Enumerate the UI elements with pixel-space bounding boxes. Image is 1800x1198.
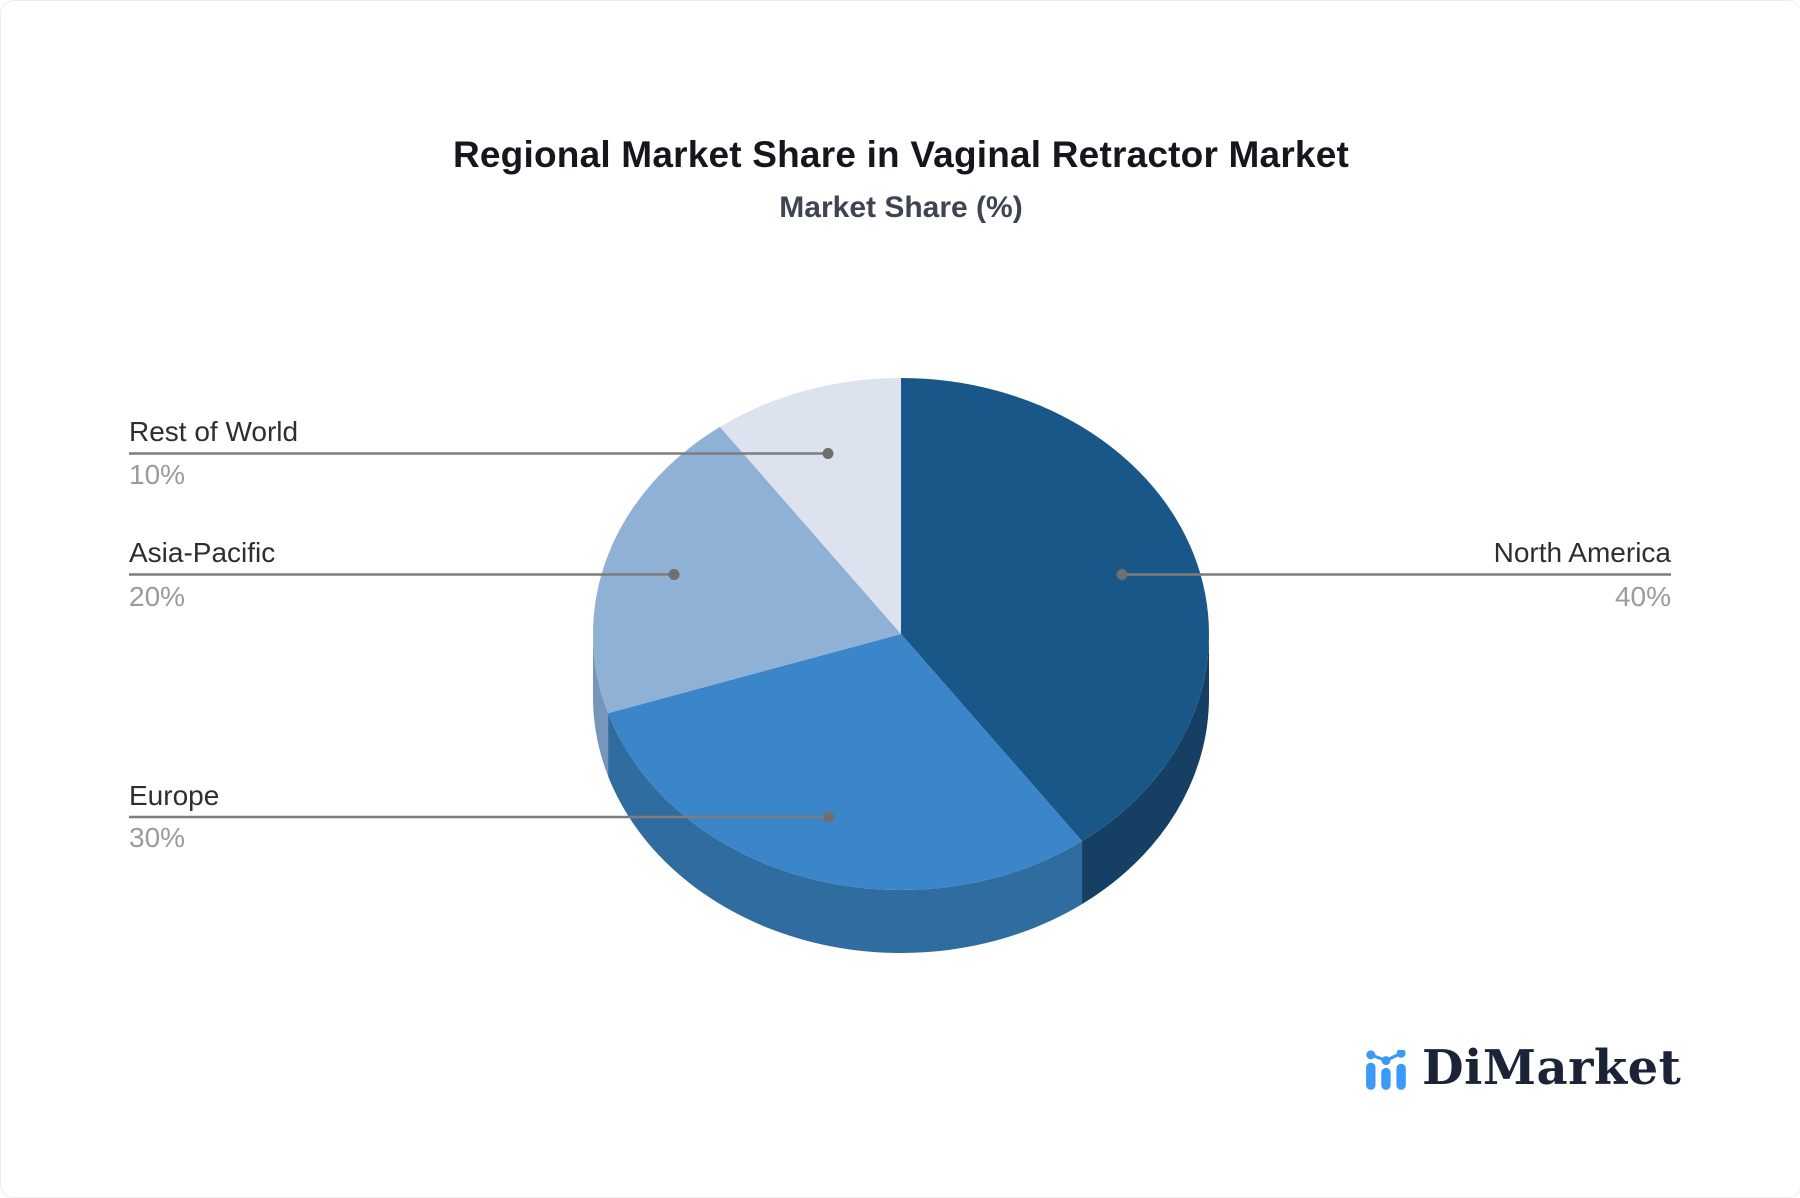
leader-dot-north-america	[1116, 569, 1128, 580]
callout-value-europe: 30%	[129, 822, 186, 853]
pie-slice-side-europe	[608, 713, 1083, 953]
pie-slice-side-north-america	[1082, 634, 1209, 905]
callout-value-rest-of-world: 10%	[129, 459, 186, 490]
leader-dot-rest-of-world	[822, 448, 834, 459]
pie-slice-north-america[interactable]	[901, 378, 1209, 842]
callout-label-asia-pacific: Asia-Pacific	[129, 537, 276, 568]
pie-slice-side-asia-pacific	[593, 634, 609, 777]
leader-dot-europe	[823, 811, 835, 823]
pie-slice-asia-pacific[interactable]	[592, 426, 901, 714]
brand-logo-text: DiMarket	[1422, 1040, 1682, 1096]
callout-value-asia-pacific: 20%	[129, 581, 186, 612]
callout-label-north-america: North America	[1493, 537, 1671, 568]
chart-title: Regional Market Share in Vaginal Retract…	[452, 134, 1350, 175]
brand-logo[interactable]: DiMarket	[1364, 1040, 1682, 1096]
chart-subtitle: Market Share (%)	[779, 191, 1023, 224]
pie-slice-europe[interactable]	[608, 634, 1083, 890]
pie-slice-rest-of-world[interactable]	[719, 378, 901, 634]
callout-label-europe: Europe	[129, 780, 220, 811]
brand-logo-icon	[1366, 1050, 1406, 1090]
callout-value-north-america: 40%	[1614, 581, 1671, 612]
leader-dot-asia-pacific	[668, 569, 680, 580]
callout-label-rest-of-world: Rest of World	[129, 416, 299, 447]
